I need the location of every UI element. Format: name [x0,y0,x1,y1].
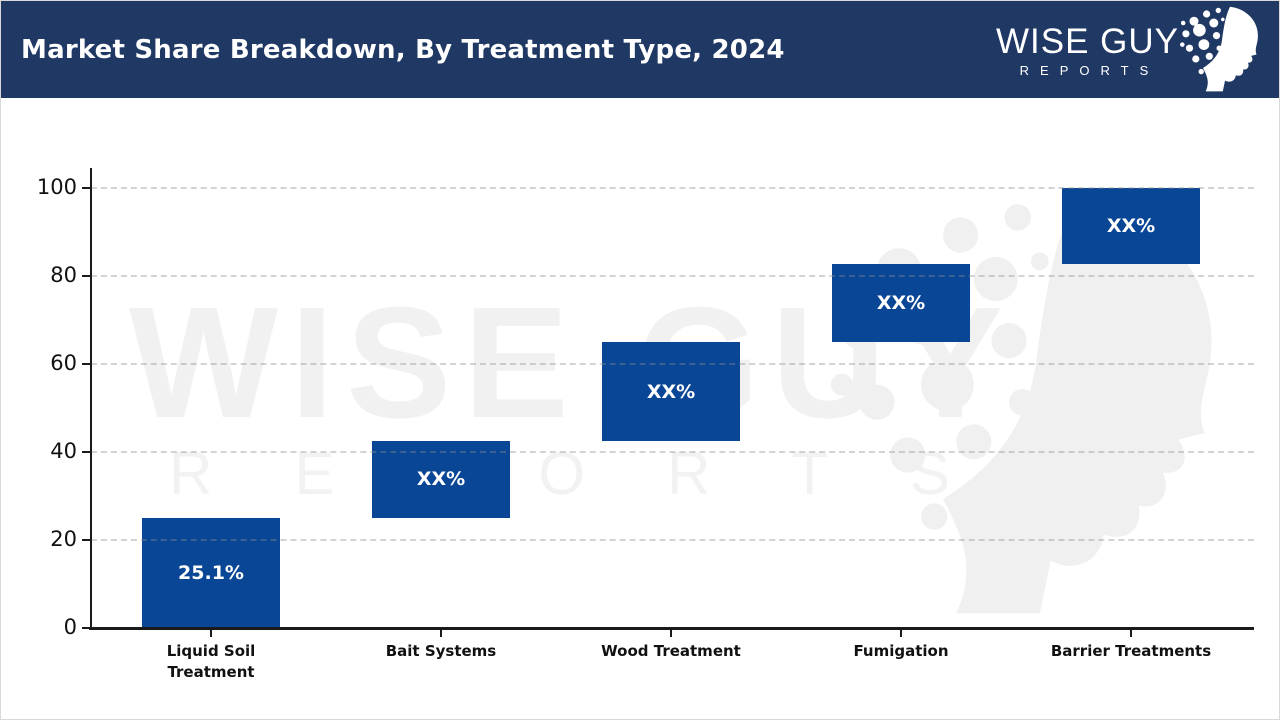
logo-text: WISE GUY REPORTS [996,22,1179,78]
x-tick-mark [900,630,902,637]
bar: XX% [602,342,740,441]
bar-value-label: XX% [1106,215,1156,238]
watermark-subtitle: REPORTS [169,440,1032,507]
chart-title: Market Share Breakdown, By Treatment Typ… [21,34,785,65]
logo-subtitle: REPORTS [1019,63,1160,78]
y-tick-label: 20 [50,527,77,551]
bar: XX% [832,264,970,342]
y-tick-mark [82,627,90,629]
y-tick-mark [82,187,90,189]
x-tick-label: Wood Treatment [601,642,741,660]
bar: 25.1% [142,517,280,628]
x-tick-mark [210,630,212,637]
bar-value-label: 25.1% [178,561,244,584]
y-tick-label: 40 [50,439,77,463]
y-tick-mark [82,275,90,277]
x-tick-mark [670,630,672,637]
y-tick-mark [82,539,90,541]
bar-value-label: XX% [646,380,696,403]
wise-guy-reports-logo: WISE GUY REPORTS [996,5,1269,95]
x-tick-label: Fumigation [853,642,949,660]
x-tick-mark [1130,630,1132,637]
x-tick-label: Barrier Treatments [1050,642,1212,660]
gridline [91,451,1254,453]
dotted-head-icon [1180,6,1258,92]
y-tick-mark [82,363,90,365]
bar-value-label: XX% [416,468,466,491]
gridline [91,187,1254,189]
x-axis-line [89,627,1254,630]
bar: XX% [1062,188,1200,265]
gridline [91,363,1254,365]
y-tick-label: 100 [36,175,77,199]
bar-value-label: XX% [876,292,926,315]
y-tick-label: 0 [63,615,77,639]
header-banner: Market Share Breakdown, By Treatment Typ… [1,1,1279,98]
x-tick-label: Bait Systems [385,642,497,660]
y-tick-mark [82,451,90,453]
gridline [91,275,1254,277]
x-tick-label: Liquid Soil Treatment [166,642,256,681]
y-axis-line [90,168,92,630]
y-tick-label: 80 [50,263,77,287]
y-tick-label: 60 [50,351,77,375]
x-tick-mark [440,630,442,637]
bar: XX% [372,441,510,518]
logo-wordmark: WISE GUY [995,22,1179,61]
gridline [91,539,1254,541]
